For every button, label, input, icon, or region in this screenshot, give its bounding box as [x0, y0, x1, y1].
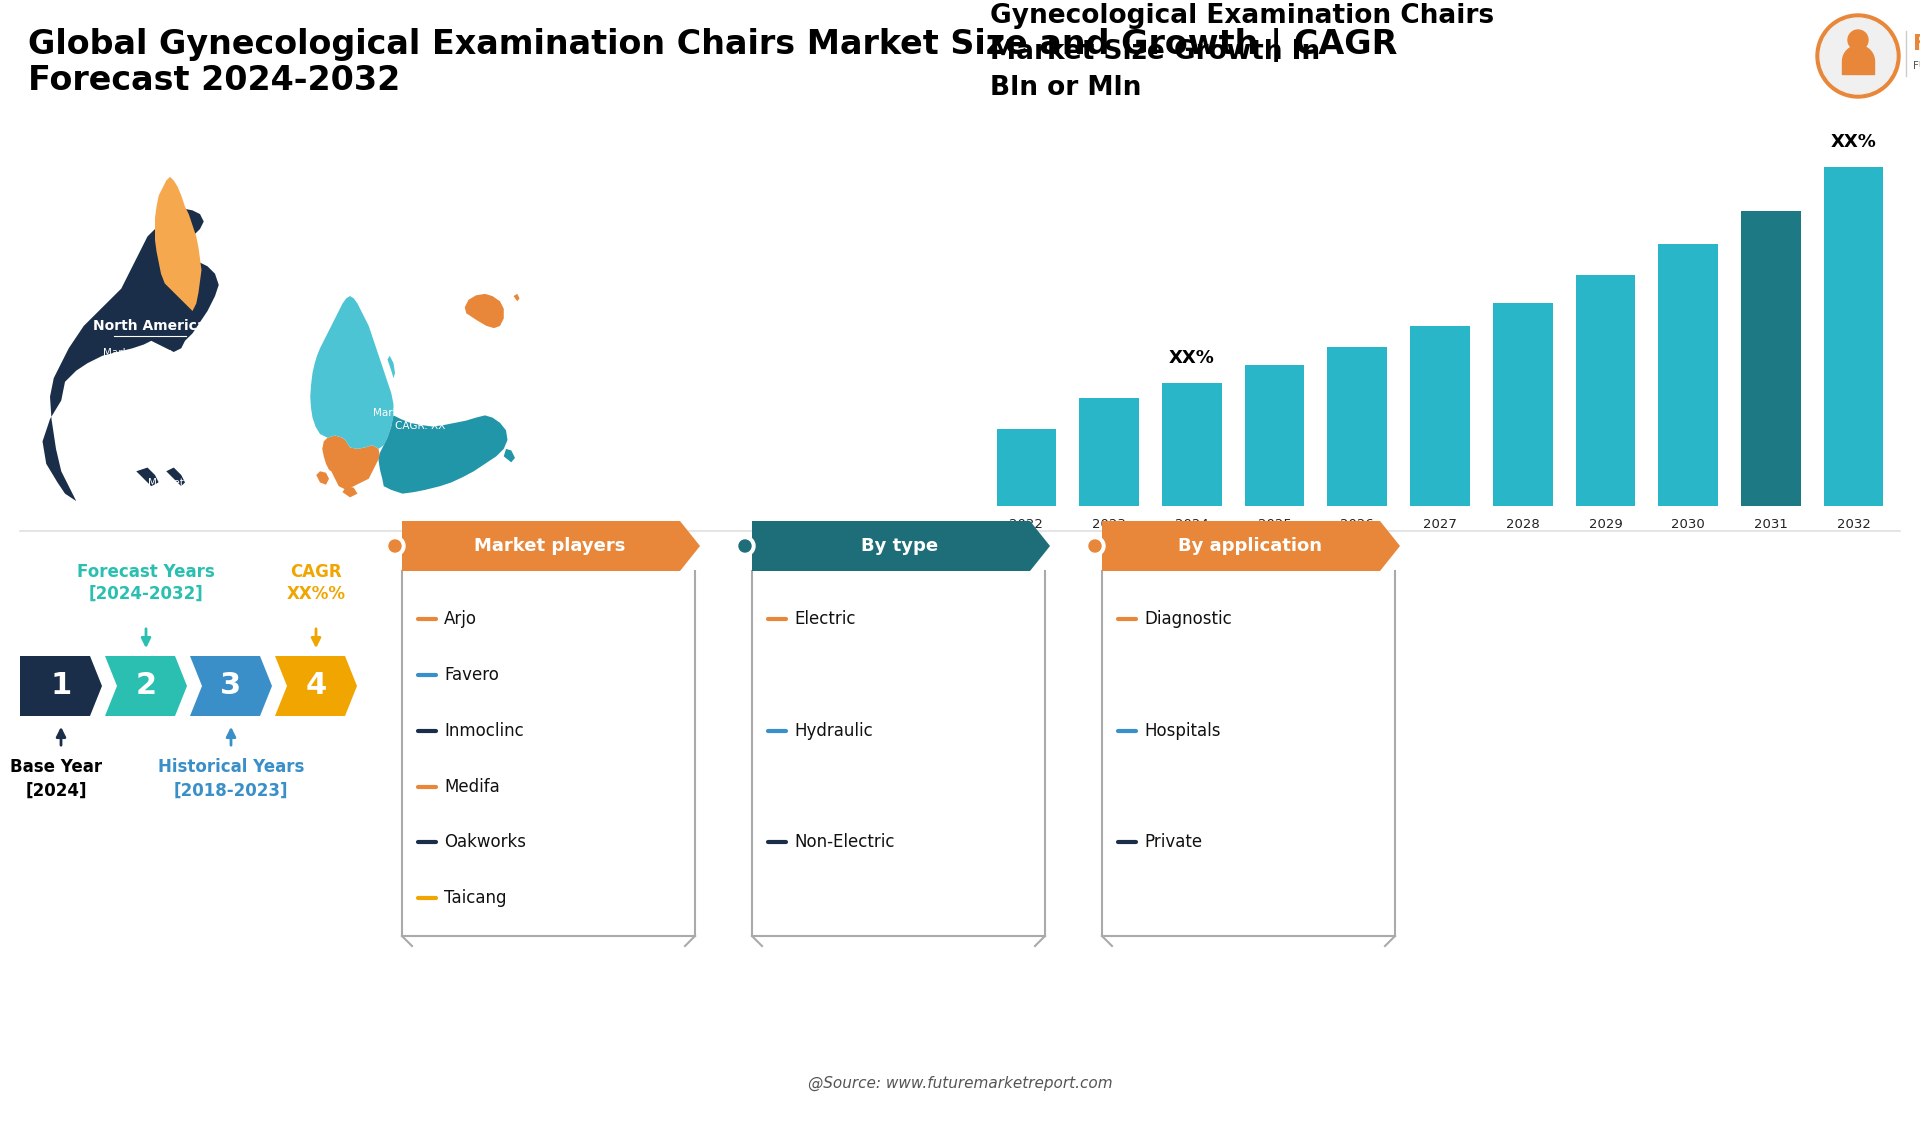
Text: [2024-2032]: [2024-2032] [88, 584, 204, 603]
Text: Inmoclinc: Inmoclinc [444, 722, 524, 739]
FancyBboxPatch shape [1576, 275, 1636, 507]
Text: 2031: 2031 [1755, 518, 1788, 531]
Text: Medifa: Medifa [444, 777, 499, 795]
Circle shape [739, 540, 751, 552]
Text: [2018-2023]: [2018-2023] [173, 782, 288, 800]
Text: FMR: FMR [1912, 34, 1920, 54]
Polygon shape [388, 355, 396, 378]
Text: Diagnostic: Diagnostic [1144, 610, 1233, 628]
Text: Taicang: Taicang [444, 889, 507, 908]
Polygon shape [342, 486, 357, 497]
Text: 2032: 2032 [1837, 518, 1870, 531]
Text: 4: 4 [305, 672, 326, 700]
Text: Hydraulic: Hydraulic [795, 722, 874, 739]
Text: By type: By type [862, 537, 939, 555]
Text: By application: By application [1179, 537, 1323, 555]
Text: Arjo: Arjo [444, 610, 476, 628]
Text: 3: 3 [221, 672, 242, 700]
Text: Market Share : XX
CAGR: XX: Market Share : XX CAGR: XX [384, 278, 476, 301]
Text: 1: 1 [50, 672, 71, 700]
Polygon shape [401, 521, 701, 571]
Text: 2023: 2023 [1092, 518, 1125, 531]
Polygon shape [378, 415, 507, 494]
Circle shape [1089, 540, 1100, 552]
Circle shape [735, 536, 755, 556]
Text: 2028: 2028 [1505, 518, 1540, 531]
Polygon shape [513, 293, 520, 301]
Text: XX%%: XX%% [286, 584, 346, 603]
Text: Favero: Favero [444, 666, 499, 684]
Text: Market Share : XX
CAGR: XX: Market Share : XX CAGR: XX [372, 408, 467, 431]
Text: FUTURE MARKET REPORT: FUTURE MARKET REPORT [1912, 61, 1920, 71]
FancyBboxPatch shape [996, 429, 1056, 507]
Text: 2029: 2029 [1588, 518, 1622, 531]
Polygon shape [317, 471, 328, 485]
Circle shape [1816, 14, 1901, 99]
Text: Base Year: Base Year [10, 758, 102, 776]
FancyBboxPatch shape [1409, 327, 1471, 507]
Text: Electric: Electric [795, 610, 856, 628]
Text: Hospitals: Hospitals [1144, 722, 1221, 739]
Polygon shape [156, 176, 202, 311]
FancyBboxPatch shape [1244, 364, 1304, 507]
Text: [2024]: [2024] [25, 782, 86, 800]
Polygon shape [275, 656, 357, 716]
Circle shape [1820, 18, 1895, 94]
Polygon shape [311, 296, 394, 449]
Text: Oakworks: Oakworks [444, 833, 526, 851]
Text: 2025: 2025 [1258, 518, 1292, 531]
Circle shape [386, 536, 405, 556]
Text: 2026: 2026 [1340, 518, 1375, 531]
Polygon shape [465, 293, 503, 328]
Text: Gynecological Examination Chairs
Market Size Growth In
Bln or Mln: Gynecological Examination Chairs Market … [991, 3, 1494, 101]
Polygon shape [1102, 521, 1400, 571]
Text: 2030: 2030 [1670, 518, 1705, 531]
FancyBboxPatch shape [1494, 304, 1553, 507]
Circle shape [1847, 30, 1868, 50]
FancyBboxPatch shape [1327, 347, 1386, 507]
Polygon shape [190, 656, 273, 716]
Text: Private: Private [1144, 833, 1202, 851]
Text: Market players: Market players [474, 537, 626, 555]
Text: 2022: 2022 [1010, 518, 1043, 531]
Circle shape [390, 540, 401, 552]
Text: Market Share : XX
CAGR: XX: Market Share : XX CAGR: XX [522, 338, 616, 361]
FancyBboxPatch shape [1659, 244, 1718, 507]
Text: @Source: www.futuremarketreport.com: @Source: www.futuremarketreport.com [808, 1076, 1112, 1091]
Text: Europe: Europe [403, 249, 457, 262]
Polygon shape [167, 468, 184, 486]
Polygon shape [503, 449, 515, 462]
FancyBboxPatch shape [1741, 211, 1801, 507]
Text: MEA: MEA [403, 379, 438, 393]
Text: Asia Pacific: Asia Pacific [526, 309, 614, 323]
FancyBboxPatch shape [1079, 398, 1139, 507]
Polygon shape [323, 435, 380, 489]
Circle shape [1085, 536, 1106, 556]
Polygon shape [19, 656, 102, 716]
Text: XX%: XX% [1830, 133, 1876, 151]
Text: Forecast Years: Forecast Years [77, 563, 215, 581]
Text: 2027: 2027 [1423, 518, 1457, 531]
Polygon shape [753, 521, 1050, 571]
FancyBboxPatch shape [1824, 167, 1884, 507]
Text: CAGR: CAGR [290, 563, 342, 581]
Text: Market Share : XX
CAGR: XX: Market Share : XX CAGR: XX [104, 348, 198, 371]
Text: Forecast 2024-2032: Forecast 2024-2032 [29, 64, 399, 97]
Text: Market Share : XX
CAGR: XX: Market Share : XX CAGR: XX [148, 478, 242, 501]
Text: Global Gynecological Examination Chairs Market Size and Growth | CAGR: Global Gynecological Examination Chairs … [29, 28, 1398, 62]
Polygon shape [42, 209, 219, 501]
Text: 2024: 2024 [1175, 518, 1210, 531]
Text: North America: North America [94, 319, 207, 333]
Polygon shape [136, 468, 159, 486]
Text: Non-Electric: Non-Electric [795, 833, 895, 851]
Text: South America: South America [138, 449, 252, 463]
Text: 2: 2 [136, 672, 157, 700]
Polygon shape [106, 656, 186, 716]
FancyBboxPatch shape [1162, 383, 1221, 507]
Text: Historical Years: Historical Years [157, 758, 303, 776]
Text: XX%: XX% [1169, 348, 1215, 367]
